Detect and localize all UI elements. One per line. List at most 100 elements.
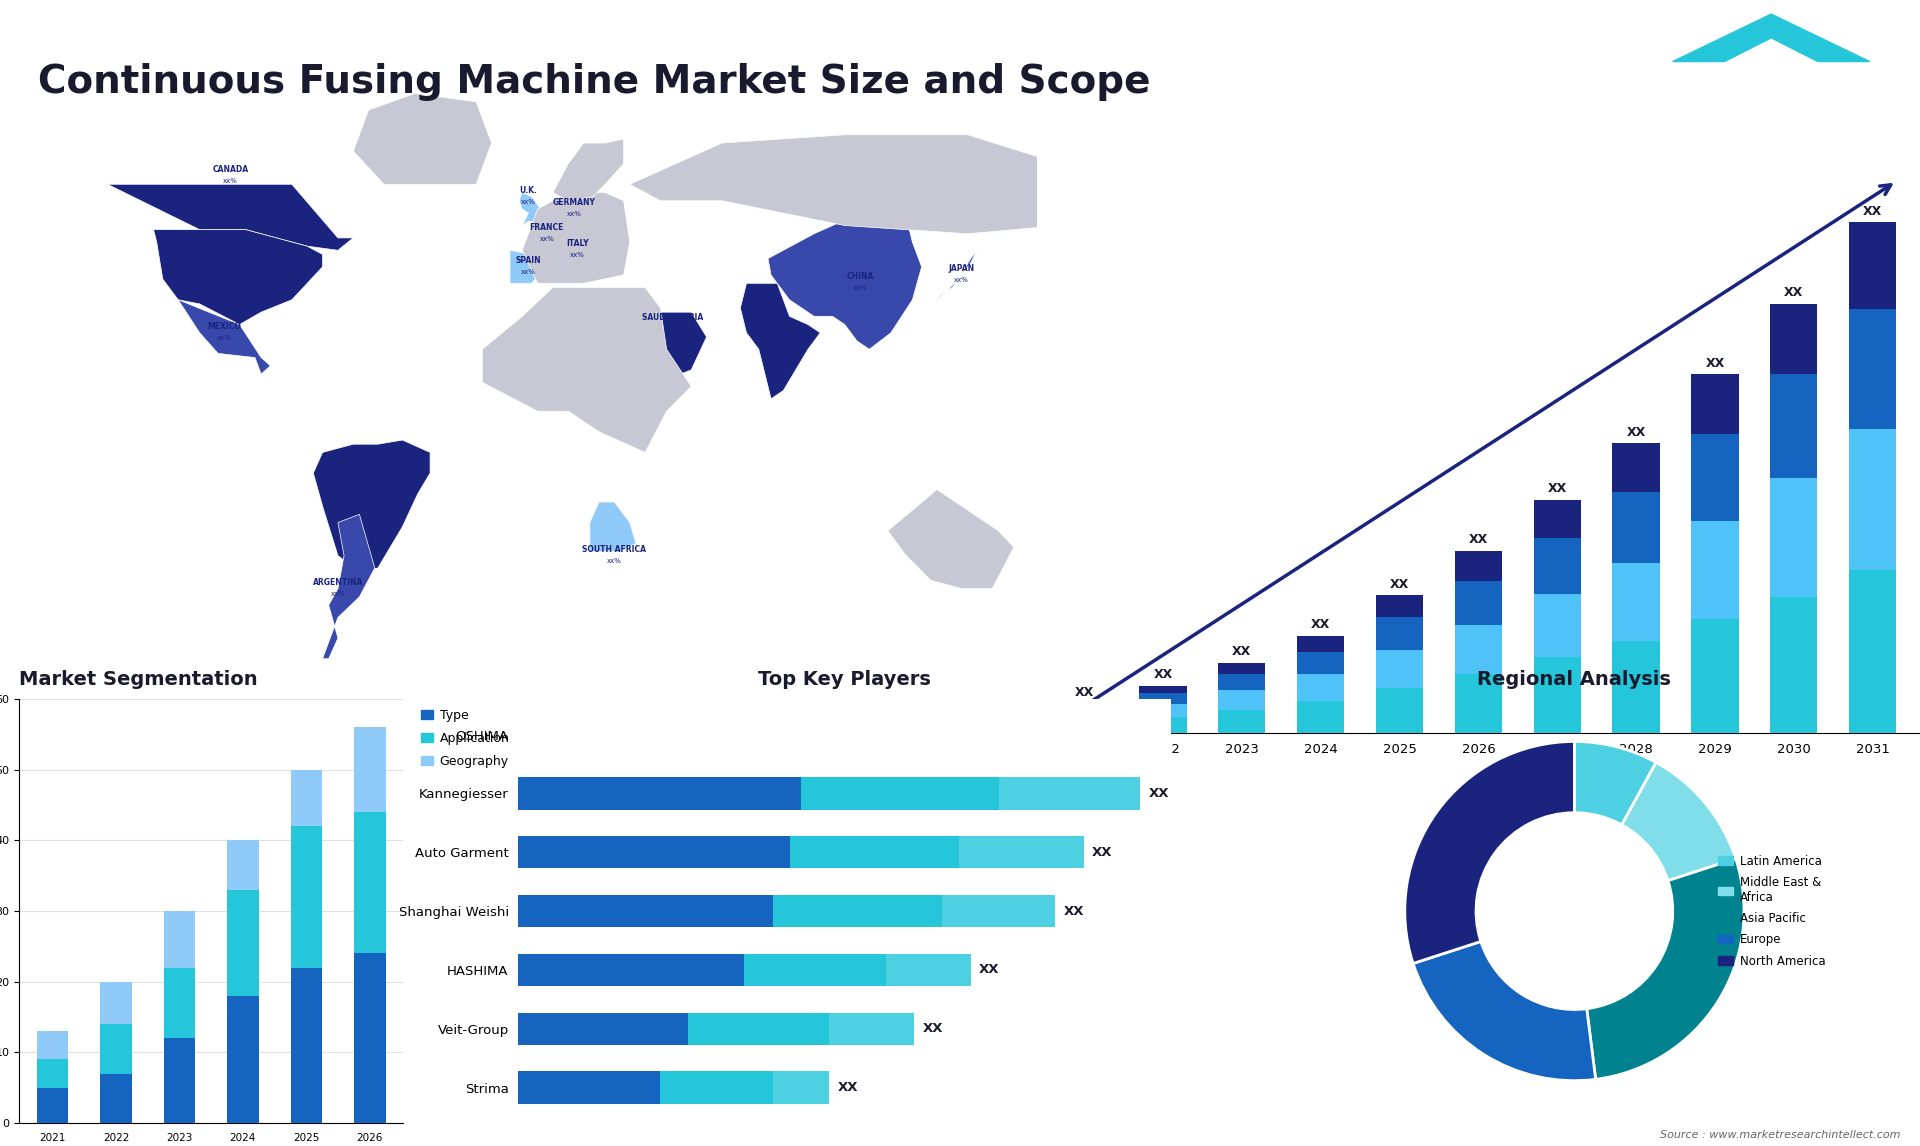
Bar [1455, 581, 1501, 625]
Text: U.K.: U.K. [520, 186, 538, 195]
Bar [943, 895, 1056, 927]
Bar [1534, 537, 1580, 594]
Text: ITALY: ITALY [566, 240, 589, 249]
Wedge shape [1574, 741, 1657, 825]
Text: XX: XX [1705, 358, 1724, 370]
Text: GERMANY: GERMANY [553, 198, 595, 207]
Bar [290, 770, 323, 826]
Text: xx%: xx% [213, 252, 228, 258]
Bar [1139, 704, 1187, 717]
Bar [1692, 434, 1740, 521]
Circle shape [1476, 813, 1672, 1010]
Polygon shape [179, 300, 271, 374]
Polygon shape [482, 288, 691, 453]
Bar [353, 953, 386, 1123]
Text: XX: XX [1548, 482, 1567, 495]
Text: XX: XX [1075, 685, 1094, 699]
Text: xx%: xx% [852, 285, 868, 291]
Wedge shape [1586, 858, 1743, 1080]
Bar [1377, 688, 1423, 733]
Title: Regional Analysis: Regional Analysis [1478, 670, 1670, 689]
Bar [1139, 685, 1187, 693]
Text: XX: XX [1311, 618, 1331, 631]
Bar [1770, 478, 1818, 597]
Bar [1849, 429, 1897, 571]
Legend: Type, Application, Geography: Type, Application, Geography [417, 705, 513, 771]
Bar [1298, 636, 1344, 652]
Bar [1613, 492, 1659, 563]
Wedge shape [1622, 762, 1736, 880]
Text: INDIA: INDIA [768, 330, 793, 339]
Bar [1298, 652, 1344, 674]
Bar [1139, 693, 1187, 704]
Text: xx%: xx% [666, 327, 680, 332]
Bar [1060, 714, 1108, 723]
Title: Top Key Players: Top Key Players [758, 670, 931, 689]
Text: xx%: xx% [330, 590, 346, 597]
Polygon shape [108, 185, 353, 250]
Polygon shape [649, 312, 707, 378]
Text: XX: XX [1784, 286, 1803, 299]
Bar [829, 1013, 914, 1045]
Text: ARGENTINA: ARGENTINA [313, 578, 363, 587]
Bar [1377, 650, 1423, 688]
Polygon shape [323, 515, 374, 659]
Bar [163, 967, 196, 1038]
Text: xx%: xx% [371, 476, 386, 481]
Bar [960, 837, 1083, 869]
Text: xx%: xx% [774, 343, 787, 350]
Text: xx%: xx% [520, 198, 536, 205]
Bar [1613, 444, 1659, 492]
Bar [518, 1013, 687, 1045]
Bar [36, 1031, 69, 1059]
Text: xx%: xx% [223, 178, 238, 185]
Bar [36, 1059, 69, 1088]
Text: U.S.: U.S. [213, 240, 230, 249]
Polygon shape [630, 135, 1060, 234]
Bar [518, 777, 801, 809]
Text: Continuous Fusing Machine Market Size and Scope: Continuous Fusing Machine Market Size an… [38, 63, 1150, 101]
Polygon shape [553, 139, 624, 201]
Bar [227, 889, 259, 996]
Bar [1849, 309, 1897, 429]
Polygon shape [557, 205, 584, 238]
Text: INTELLECT: INTELLECT [1741, 115, 1801, 124]
Text: xx%: xx% [520, 269, 536, 275]
Bar [1770, 597, 1818, 733]
Text: XX: XX [1064, 904, 1085, 918]
Legend: Latin America, Middle East &
Africa, Asia Pacific, Europe, North America: Latin America, Middle East & Africa, Asi… [1716, 853, 1828, 970]
Text: XX: XX [1862, 205, 1882, 218]
Bar [100, 1074, 132, 1123]
Text: XX: XX [1092, 846, 1112, 858]
Text: XX: XX [1390, 578, 1409, 591]
Bar [772, 1072, 829, 1104]
Bar [1217, 674, 1265, 690]
Bar [1060, 702, 1108, 707]
Bar [1534, 500, 1580, 537]
Polygon shape [887, 489, 1014, 589]
Bar [772, 895, 943, 927]
Bar [518, 953, 745, 986]
Bar [687, 1013, 829, 1045]
Text: XX: XX [922, 1022, 943, 1035]
Text: Source : www.marketresearchintellect.com: Source : www.marketresearchintellect.com [1661, 1130, 1901, 1140]
Bar [1455, 625, 1501, 674]
Bar [801, 777, 998, 809]
Bar [1217, 709, 1265, 733]
Bar [290, 967, 323, 1123]
Polygon shape [559, 250, 588, 280]
Polygon shape [768, 213, 922, 350]
Bar [227, 840, 259, 889]
Bar [1534, 594, 1580, 658]
Text: SPAIN: SPAIN [516, 256, 541, 265]
Bar [1613, 641, 1659, 733]
Bar [1692, 521, 1740, 619]
Bar [353, 813, 386, 953]
Polygon shape [522, 193, 630, 283]
Bar [163, 1038, 196, 1123]
Bar [1534, 658, 1580, 733]
Polygon shape [937, 250, 977, 300]
Bar [100, 982, 132, 1025]
Bar [518, 895, 772, 927]
Text: SAUDI ARABIA: SAUDI ARABIA [641, 314, 703, 322]
